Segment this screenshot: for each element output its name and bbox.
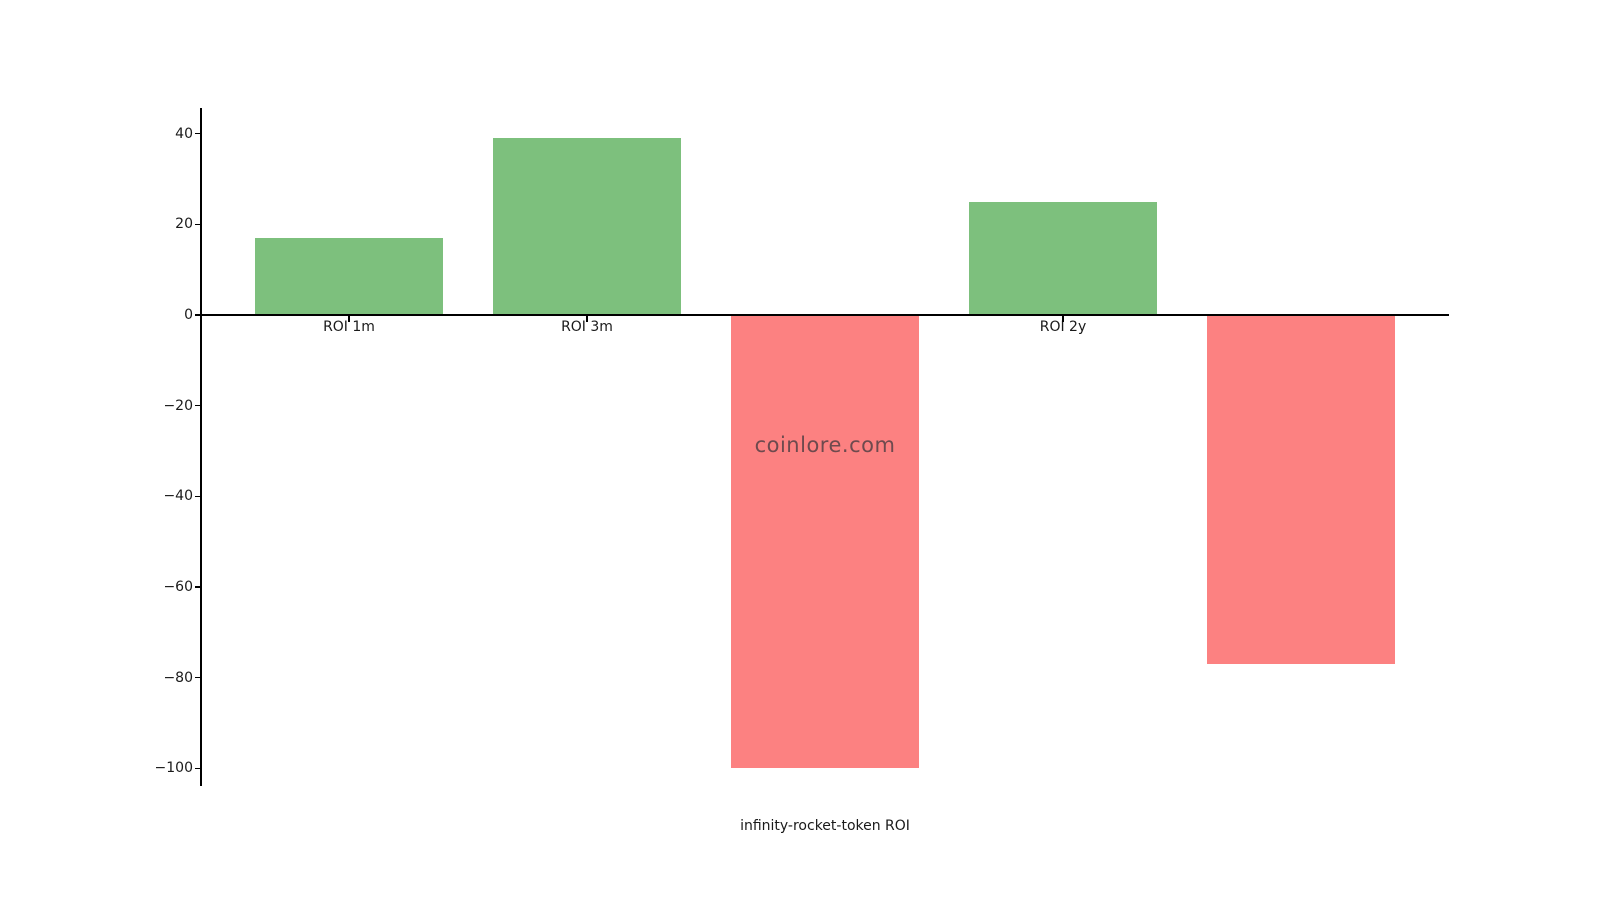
x-tick-label: ROI 3m <box>561 319 613 335</box>
y-tick-mark <box>195 405 201 407</box>
y-tick-mark <box>195 767 201 769</box>
y-tick-mark <box>195 586 201 588</box>
watermark-text: coinlore.com <box>754 433 896 457</box>
y-axis-line <box>200 108 202 786</box>
y-tick-label: 0 <box>184 307 193 323</box>
chart-caption: infinity-rocket-token ROI <box>740 818 910 834</box>
y-tick-label: 40 <box>175 125 193 142</box>
y-tick-label: −40 <box>163 488 193 505</box>
x-tick-mark <box>586 315 588 322</box>
x-tick-mark <box>348 315 350 322</box>
bar-roi-3m <box>493 138 681 315</box>
y-tick-mark <box>195 223 201 225</box>
x-tick-mark <box>1062 315 1064 322</box>
bar-5 <box>1207 315 1395 665</box>
y-tick-label: −60 <box>163 578 193 595</box>
y-tick-label: −80 <box>163 669 193 686</box>
y-tick-mark <box>195 677 201 679</box>
bar-roi-1m <box>255 237 443 315</box>
bar-3 <box>731 315 919 769</box>
x-tick-label: ROI 1m <box>323 319 375 335</box>
x-axis-line <box>201 314 1449 316</box>
y-tick-mark <box>195 495 201 497</box>
x-tick-label: ROI 2y <box>1039 319 1087 335</box>
y-tick-label: −20 <box>163 397 193 414</box>
y-tick-label: 20 <box>175 216 193 233</box>
y-tick-mark <box>195 133 201 135</box>
y-tick-mark <box>195 314 201 316</box>
y-tick-label: −100 <box>154 760 193 777</box>
bar-roi-2y <box>969 201 1157 315</box>
